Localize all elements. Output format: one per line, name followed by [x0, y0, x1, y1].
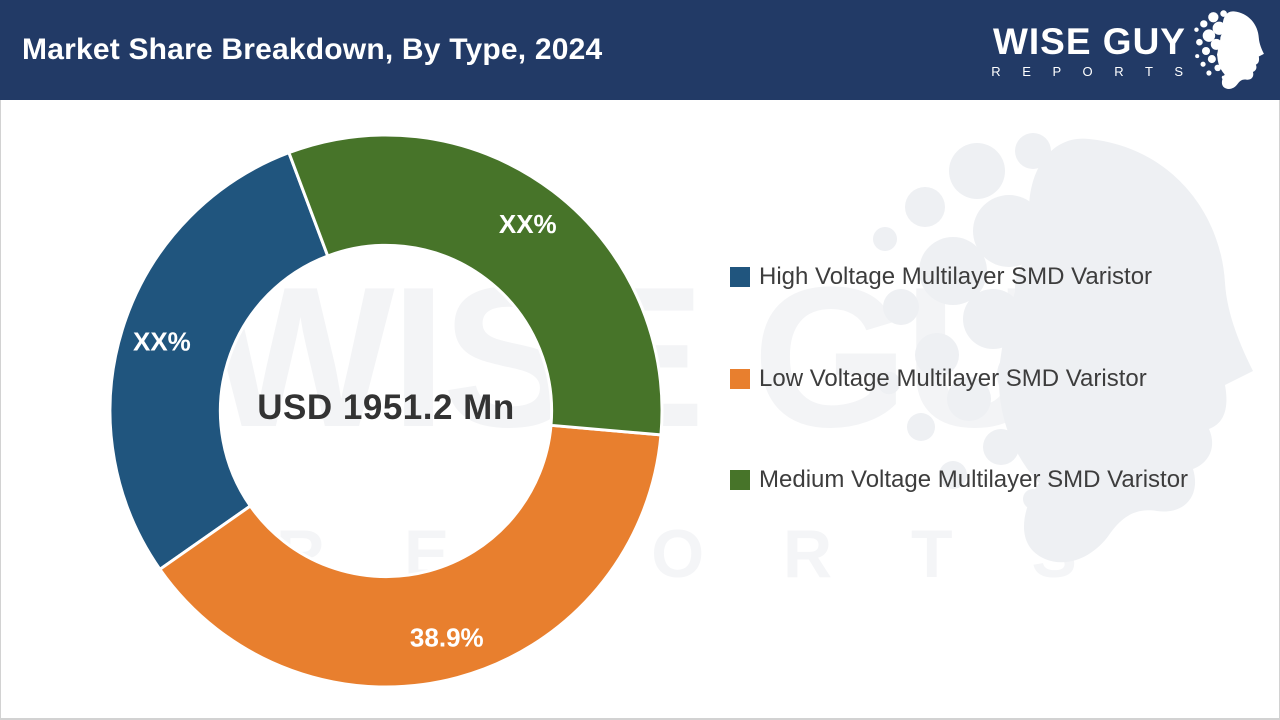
legend-label: High Voltage Multilayer SMD Varistor — [759, 263, 1153, 290]
legend-item-high-voltage: High Voltage Multilayer SMD Varistor — [730, 262, 1152, 292]
wise-guy-reports-logo: WISE GUY R E P O R T S — [991, 6, 1266, 96]
donut-slice — [287, 133, 664, 437]
legend-swatch — [730, 470, 750, 490]
legend-label: Low Voltage Multilayer SMD Varistor — [759, 365, 1147, 392]
legend-item-medium-voltage: Medium Voltage Multilayer SMD Varistor — [730, 465, 1188, 495]
donut-slice — [158, 423, 663, 689]
slice-percentage-label: XX% — [499, 209, 557, 239]
logo-text: WISE GUY R E P O R T S — [991, 23, 1186, 79]
legend-swatch — [730, 369, 750, 389]
logo-name: WISE GUY — [992, 21, 1186, 62]
legend-swatch — [730, 267, 750, 287]
chart-canvas: WISE GUY R E P O R T S XX% 38.9% XX% USD 1… — [0, 100, 1280, 720]
watermark-face-icon — [873, 133, 1253, 563]
header-bar: Market Share Breakdown, By Type, 2024 WI… — [0, 0, 1280, 100]
legend-item-low-voltage: Low Voltage Multilayer SMD Varistor — [730, 364, 1147, 394]
legend-label: Medium Voltage Multilayer SMD Varistor — [759, 466, 1189, 493]
page-title: Market Share Breakdown, By Type, 2024 — [22, 33, 603, 66]
chart-center-value: USD 1951.2 Mn — [257, 388, 515, 427]
face-dots-logo-icon — [1194, 10, 1264, 90]
donut-slice — [108, 151, 330, 571]
donut-chart: XX% 38.9% XX% — [108, 133, 664, 689]
slice-percentage-label: XX% — [133, 327, 191, 357]
slice-percentage-label: 38.9% — [410, 623, 484, 653]
logo-subtitle: R E P O R T S — [991, 64, 1192, 79]
